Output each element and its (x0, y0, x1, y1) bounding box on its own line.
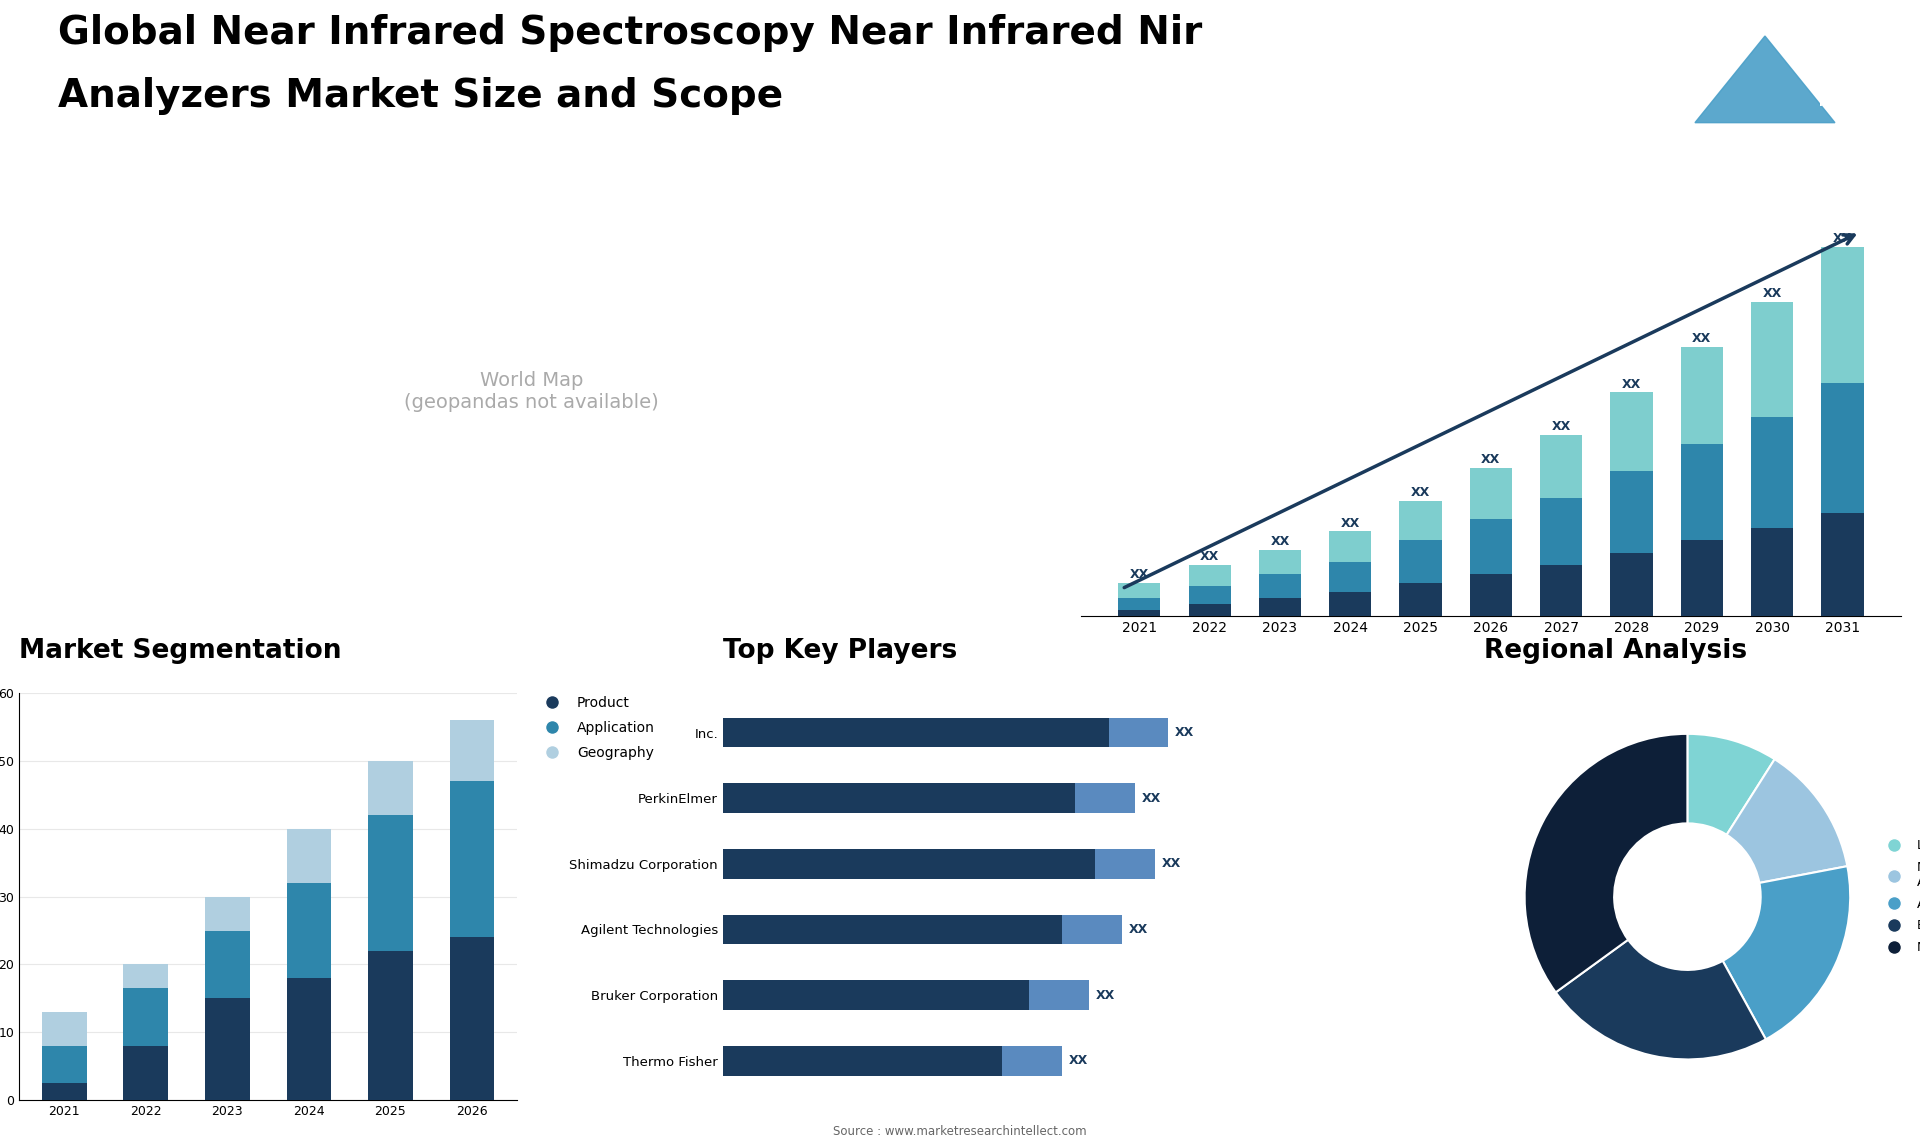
Polygon shape (1636, 36, 1776, 123)
Text: XX: XX (1834, 233, 1853, 245)
Bar (1751, 528, 1793, 617)
Bar (1540, 499, 1582, 565)
Bar (1680, 347, 1722, 444)
Bar (724, 1046, 1002, 1076)
Text: XX: XX (1200, 550, 1219, 563)
Bar (123, 1046, 169, 1100)
Legend: Latin America, Middle East &
Africa, Asia Pacific, Europe, North America: Latin America, Middle East & Africa, Asi… (1878, 834, 1920, 959)
Wedge shape (1555, 940, 1766, 1059)
Text: RESEARCH: RESEARCH (1820, 71, 1882, 80)
Polygon shape (1695, 36, 1836, 123)
Bar (286, 884, 332, 978)
Bar (286, 978, 332, 1100)
Bar (1029, 980, 1089, 1010)
Bar (1680, 444, 1722, 541)
Bar (1188, 604, 1231, 617)
Bar (1329, 591, 1371, 617)
Text: XX: XX (1622, 377, 1642, 391)
Bar (1611, 471, 1653, 552)
Text: XX: XX (1129, 923, 1148, 936)
Wedge shape (1726, 759, 1847, 882)
Bar (42, 1046, 86, 1083)
Text: XX: XX (1162, 857, 1181, 870)
Text: Top Key Players: Top Key Players (724, 638, 958, 665)
Bar (449, 782, 495, 937)
Text: XX: XX (1480, 453, 1501, 466)
Text: INTELLECT: INTELLECT (1820, 97, 1882, 108)
Legend: Product, Application, Geography: Product, Application, Geography (534, 692, 659, 764)
Bar (1471, 574, 1511, 617)
Wedge shape (1688, 733, 1774, 834)
Bar (1117, 598, 1160, 610)
Bar (369, 951, 413, 1100)
Bar (1117, 583, 1160, 598)
Bar (1062, 915, 1121, 944)
Bar (1002, 1046, 1062, 1076)
Text: MARKET: MARKET (1826, 44, 1874, 54)
Text: XX: XX (1271, 535, 1290, 548)
Bar (1751, 301, 1793, 416)
Text: XX: XX (1692, 332, 1711, 345)
Text: Market Segmentation: Market Segmentation (19, 638, 342, 665)
Bar (1680, 541, 1722, 617)
Bar (205, 931, 250, 998)
Bar (1540, 434, 1582, 499)
Text: XX: XX (1069, 1054, 1089, 1067)
Bar (1329, 532, 1371, 562)
Wedge shape (1722, 866, 1851, 1039)
Text: Analyzers Market Size and Scope: Analyzers Market Size and Scope (58, 77, 783, 115)
Bar (42, 1012, 86, 1046)
Bar (724, 717, 1108, 747)
Bar (1611, 552, 1653, 617)
Text: Regional Analysis: Regional Analysis (1484, 638, 1747, 665)
Bar (1822, 248, 1864, 383)
Bar (369, 761, 413, 815)
Bar (1329, 562, 1371, 591)
Text: Source : www.marketresearchintellect.com: Source : www.marketresearchintellect.com (833, 1124, 1087, 1138)
Bar (1188, 565, 1231, 586)
Bar (123, 988, 169, 1046)
Bar (1471, 468, 1511, 519)
Bar (1822, 513, 1864, 617)
Bar (1075, 784, 1135, 813)
Bar (1822, 383, 1864, 513)
Bar (1108, 717, 1169, 747)
Bar (205, 998, 250, 1100)
Text: XX: XX (1175, 727, 1194, 739)
Bar (1611, 392, 1653, 471)
Text: XX: XX (1094, 989, 1116, 1002)
Text: World Map
(geopandas not available): World Map (geopandas not available) (405, 370, 659, 411)
Bar (724, 849, 1094, 879)
Bar (1117, 610, 1160, 617)
Bar (1400, 541, 1442, 583)
Bar (1400, 583, 1442, 617)
Bar (42, 1083, 86, 1100)
Bar (724, 784, 1075, 813)
Bar (369, 815, 413, 951)
Bar (1260, 598, 1302, 617)
Bar (724, 915, 1062, 944)
Bar (286, 829, 332, 884)
Bar (1188, 586, 1231, 604)
Bar (1094, 849, 1156, 879)
Bar (205, 896, 250, 931)
Text: XX: XX (1129, 568, 1148, 581)
Bar (449, 937, 495, 1100)
Bar (724, 980, 1029, 1010)
Text: XX: XX (1551, 419, 1571, 433)
Bar (1260, 574, 1302, 598)
Bar (1751, 416, 1793, 528)
Bar (1471, 519, 1511, 574)
Text: XX: XX (1411, 486, 1430, 500)
Bar (123, 965, 169, 988)
Wedge shape (1524, 733, 1688, 992)
Text: Global Near Infrared Spectroscopy Near Infrared Nir: Global Near Infrared Spectroscopy Near I… (58, 14, 1202, 52)
Text: XX: XX (1142, 792, 1162, 804)
Bar (1540, 565, 1582, 617)
Bar (1400, 501, 1442, 541)
Text: XX: XX (1340, 517, 1359, 529)
Bar (449, 721, 495, 782)
Text: XX: XX (1763, 286, 1782, 300)
Bar (1260, 550, 1302, 574)
